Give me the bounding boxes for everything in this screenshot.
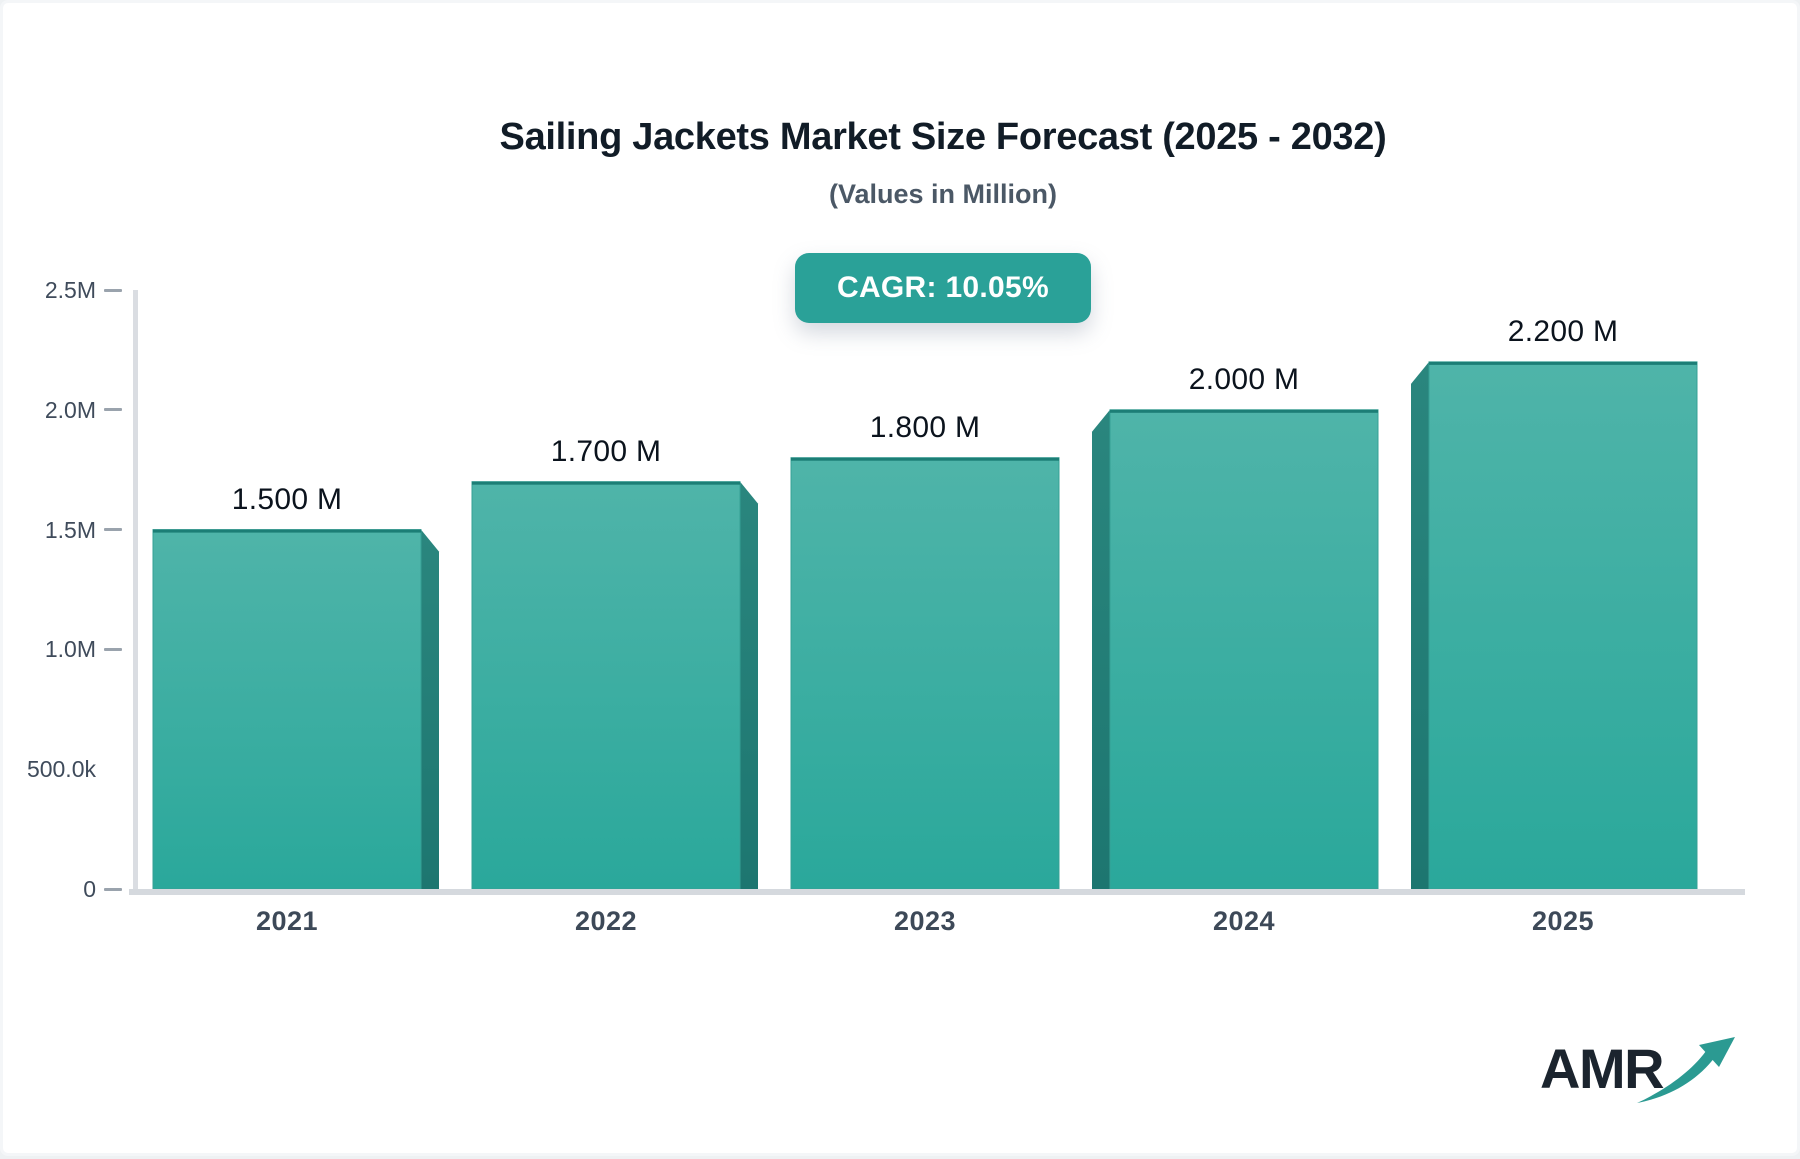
chart-subtitle: (Values in Million) [828, 179, 1058, 209]
bars-layer [152, 361, 1698, 890]
amr-logo-text: AMR [1540, 1037, 1665, 1100]
bar-value-label: 2.000 M [1188, 362, 1300, 396]
bar-top-edge [791, 457, 1059, 461]
amr-logo: AMR [1540, 1037, 1743, 1111]
y-axis-label: 1.5M [44, 516, 96, 543]
bar-top-edge [1110, 409, 1378, 413]
bar-side-panel [1411, 361, 1429, 889]
bar-side-panel [1092, 409, 1110, 889]
bar-side-panel [740, 481, 758, 889]
bar-value-label: 1.800 M [869, 410, 981, 444]
bar-value-label: 1.700 M [550, 434, 662, 468]
bar-2022 [471, 481, 741, 890]
bar-2023 [790, 457, 1060, 890]
chart-title: Sailing Jackets Market Size Forecast (20… [499, 116, 1387, 158]
bar-side-panel [421, 529, 439, 889]
y-axis-tick [104, 408, 122, 412]
y-axis-label: 2.5M [44, 277, 96, 303]
y-axis-line [133, 290, 138, 895]
bar-top-edge [153, 529, 421, 533]
x-axis-label: 2023 [893, 906, 957, 936]
y-axis-label: 0 [83, 876, 96, 902]
y-axis-label: 2.0M [44, 396, 96, 423]
x-axis-label: 2022 [574, 906, 638, 936]
y-axis-tick [104, 288, 122, 292]
x-axis-label: 2025 [1531, 906, 1595, 936]
amr-logo-arrow-icon [1637, 1037, 1736, 1103]
cagr-badge-label: CAGR: 10.05% [836, 271, 1050, 304]
bar-2025 [1428, 361, 1698, 890]
bar-top-edge [472, 481, 740, 485]
bar-value-label: 1.500 M [231, 482, 343, 516]
y-axis-tick [104, 647, 122, 651]
cagr-badge: CAGR: 10.05% [794, 253, 1092, 323]
y-axis-label: 1.0M [44, 636, 96, 663]
x-axis-line [129, 889, 1745, 895]
x-axis-label: 2024 [1212, 906, 1276, 936]
y-axis-tick [104, 887, 122, 891]
y-axis-label: 500.0k [26, 756, 96, 783]
x-axis-label: 2021 [255, 906, 319, 936]
bar-2021 [152, 529, 422, 890]
bar-top-edge [1429, 361, 1697, 365]
bar-chart: 0 500.0k 1.0M 1.5M 2.0M 2.5M 1.500 M 2021 1.700 … [3, 3, 1797, 1153]
bar-value-label: 2.200 M [1507, 314, 1619, 348]
bar-2024 [1109, 409, 1379, 890]
y-axis-tick [104, 528, 122, 532]
